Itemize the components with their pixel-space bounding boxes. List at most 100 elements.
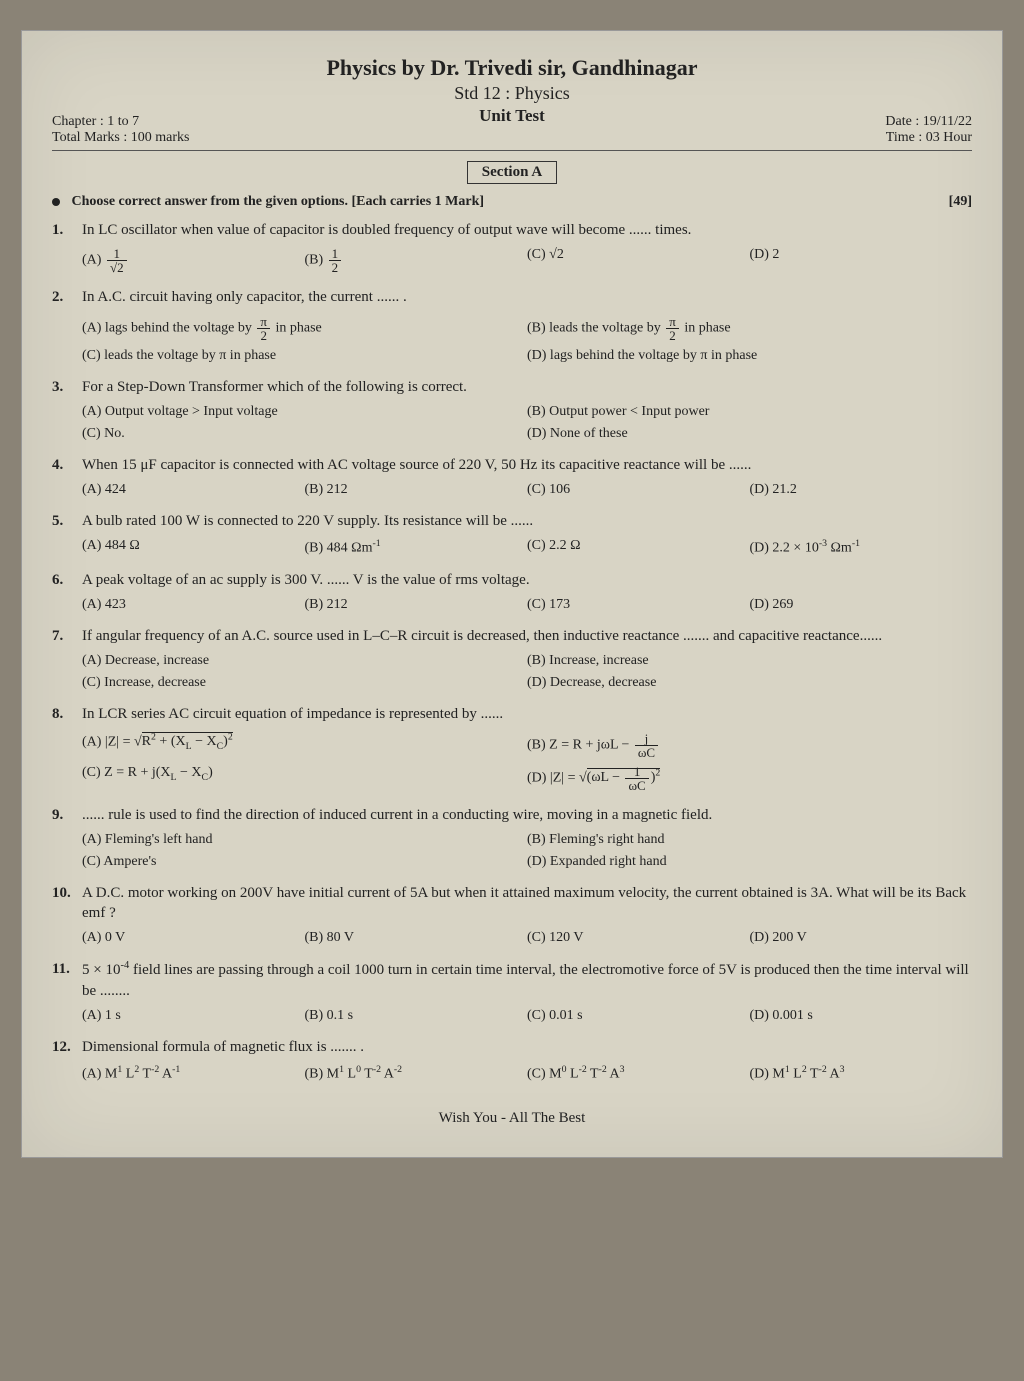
bullet-icon — [52, 198, 60, 206]
options-row: (A) |Z| = √R2 + (XL − XC)2(B) Z = R + jω… — [82, 729, 972, 795]
option-a: (A) Fleming's left hand — [82, 829, 527, 851]
option-b: (B) 80 V — [305, 927, 528, 949]
option-d: (D) 2.2 × 10-3 Ωm-1 — [750, 535, 973, 560]
total-marks-label: Total Marks : 100 marks — [52, 130, 302, 146]
options-row: (A) 0 V(B) 80 V(C) 120 V(D) 200 V — [82, 927, 972, 949]
option-c: (C) leads the voltage by π in phase — [82, 345, 527, 367]
question-number: 8. — [52, 704, 82, 724]
question: 9....... rule is used to find the direct… — [52, 805, 972, 825]
option-b: (B) leads the voltage by π2 in phase — [527, 312, 972, 345]
question-text: In A.C. circuit having only capacitor, t… — [82, 287, 972, 307]
question: 3.For a Step-Down Transformer which of t… — [52, 377, 972, 397]
question-number: 4. — [52, 455, 82, 475]
option-c: (C) M0 L-2 T-2 A3 — [527, 1061, 750, 1086]
option-b: (B) Fleming's right hand — [527, 829, 972, 851]
question: 10.A D.C. motor working on 200V have ini… — [52, 883, 972, 924]
option-b: (B) 12 — [305, 244, 528, 277]
question-text: A D.C. motor working on 200V have initia… — [82, 883, 972, 924]
option-c: (C) 173 — [527, 594, 750, 616]
option-c: (C) 2.2 Ω — [527, 535, 750, 560]
option-b: (B) Z = R + jωL − jωC — [527, 729, 972, 762]
chapter-label: Chapter : 1 to 7 — [52, 114, 302, 130]
option-c: (C) 0.01 s — [527, 1005, 750, 1027]
option-a: (A) |Z| = √R2 + (XL − XC)2 — [82, 729, 527, 762]
question: 4.When 15 μF capacitor is connected with… — [52, 455, 972, 475]
instruction-text: Choose correct answer from the given opt… — [52, 194, 484, 210]
option-c: (C) 120 V — [527, 927, 750, 949]
date-label: Date : 19/11/22 — [772, 114, 972, 130]
option-b: (B) Output power < Input power — [527, 401, 972, 423]
question: 7.If angular frequency of an A.C. source… — [52, 626, 972, 646]
footer-text: Wish You - All The Best — [52, 1110, 972, 1127]
question-text: ...... rule is used to find the directio… — [82, 805, 972, 825]
question: 11.5 × 10-4 field lines are passing thro… — [52, 959, 972, 1001]
section-marks: [49] — [949, 194, 972, 210]
option-d: (D) lags behind the voltage by π in phas… — [527, 345, 972, 367]
option-a: (A) lags behind the voltage by π2 in pha… — [82, 312, 527, 345]
option-d: (D) 0.001 s — [750, 1005, 973, 1027]
option-b: (B) 0.1 s — [305, 1005, 528, 1027]
option-a: (A) 423 — [82, 594, 305, 616]
question-text: When 15 μF capacitor is connected with A… — [82, 455, 972, 475]
option-d: (D) Decrease, decrease — [527, 672, 972, 694]
question: 8.In LCR series AC circuit equation of i… — [52, 704, 972, 724]
options-row: (A) 1 s(B) 0.1 s(C) 0.01 s(D) 0.001 s — [82, 1005, 972, 1027]
option-d: (D) 2 — [750, 244, 973, 277]
option-c: (C) Increase, decrease — [82, 672, 527, 694]
option-b: (B) Increase, increase — [527, 650, 972, 672]
time-label: Time : 03 Hour — [772, 130, 972, 146]
option-d: (D) 200 V — [750, 927, 973, 949]
question-number: 7. — [52, 626, 82, 646]
option-c: (C) Z = R + j(XL − XC) — [82, 762, 527, 795]
instruction-row: Choose correct answer from the given opt… — [52, 194, 972, 210]
questions-container: 1.In LC oscillator when value of capacit… — [52, 220, 972, 1086]
option-b: (B) 212 — [305, 479, 528, 501]
question-number: 12. — [52, 1037, 82, 1057]
question-number: 6. — [52, 570, 82, 590]
options-row: (A) lags behind the voltage by π2 in pha… — [82, 312, 972, 367]
header-left: Chapter : 1 to 7 Total Marks : 100 marks — [52, 92, 302, 146]
options-row: (A) Fleming's left hand(B) Fleming's rig… — [82, 829, 972, 873]
question-number: 11. — [52, 959, 82, 1001]
option-d: (D) 269 — [750, 594, 973, 616]
options-row: (A) Decrease, increase(B) Increase, incr… — [82, 650, 972, 694]
question-text: A bulb rated 100 W is connected to 220 V… — [82, 511, 972, 531]
options-row: (A) 424(B) 212(C) 106(D) 21.2 — [82, 479, 972, 501]
option-a: (A) 0 V — [82, 927, 305, 949]
option-d: (D) None of these — [527, 423, 972, 445]
options-row: (A) Output voltage > Input voltage(B) Ou… — [82, 401, 972, 445]
question-number: 9. — [52, 805, 82, 825]
exam-page: Physics by Dr. Trivedi sir, Gandhinagar … — [21, 30, 1003, 1158]
question-text: For a Step-Down Transformer which of the… — [82, 377, 972, 397]
option-a: (A) 484 Ω — [82, 535, 305, 560]
options-row: (A) 484 Ω(B) 484 Ωm-1(C) 2.2 Ω(D) 2.2 × … — [82, 535, 972, 560]
option-d: (D) Expanded right hand — [527, 851, 972, 873]
option-d: (D) 21.2 — [750, 479, 973, 501]
option-a: (A) Decrease, increase — [82, 650, 527, 672]
instruction-label: Choose correct answer from the given opt… — [72, 194, 485, 209]
option-c: (C) √2 — [527, 244, 750, 277]
options-row: (A) 423(B) 212(C) 173(D) 269 — [82, 594, 972, 616]
main-title: Physics by Dr. Trivedi sir, Gandhinagar — [52, 55, 972, 81]
question-number: 2. — [52, 287, 82, 307]
question-text: A peak voltage of an ac supply is 300 V.… — [82, 570, 972, 590]
question-number: 5. — [52, 511, 82, 531]
question: 12.Dimensional formula of magnetic flux … — [52, 1037, 972, 1057]
question: 2.In A.C. circuit having only capacitor,… — [52, 287, 972, 307]
option-d: (D) |Z| = √(ωL − 1ωC)2 — [527, 762, 972, 795]
option-c: (C) Ampere's — [82, 851, 527, 873]
question: 5.A bulb rated 100 W is connected to 220… — [52, 511, 972, 531]
divider — [52, 150, 972, 151]
option-d: (D) M1 L2 T-2 A3 — [750, 1061, 973, 1086]
header-right: Date : 19/11/22 Time : 03 Hour — [772, 92, 972, 146]
option-a: (A) Output voltage > Input voltage — [82, 401, 527, 423]
question-text: 5 × 10-4 field lines are passing through… — [82, 959, 972, 1001]
question-text: In LC oscillator when value of capacitor… — [82, 220, 972, 240]
question-text: If angular frequency of an A.C. source u… — [82, 626, 972, 646]
question-text: Dimensional formula of magnetic flux is … — [82, 1037, 972, 1057]
option-a: (A) 424 — [82, 479, 305, 501]
option-a: (A) M1 L2 T-2 A-1 — [82, 1061, 305, 1086]
option-c: (C) 106 — [527, 479, 750, 501]
question-number: 10. — [52, 883, 82, 924]
option-a: (A) 1√2 — [82, 244, 305, 277]
